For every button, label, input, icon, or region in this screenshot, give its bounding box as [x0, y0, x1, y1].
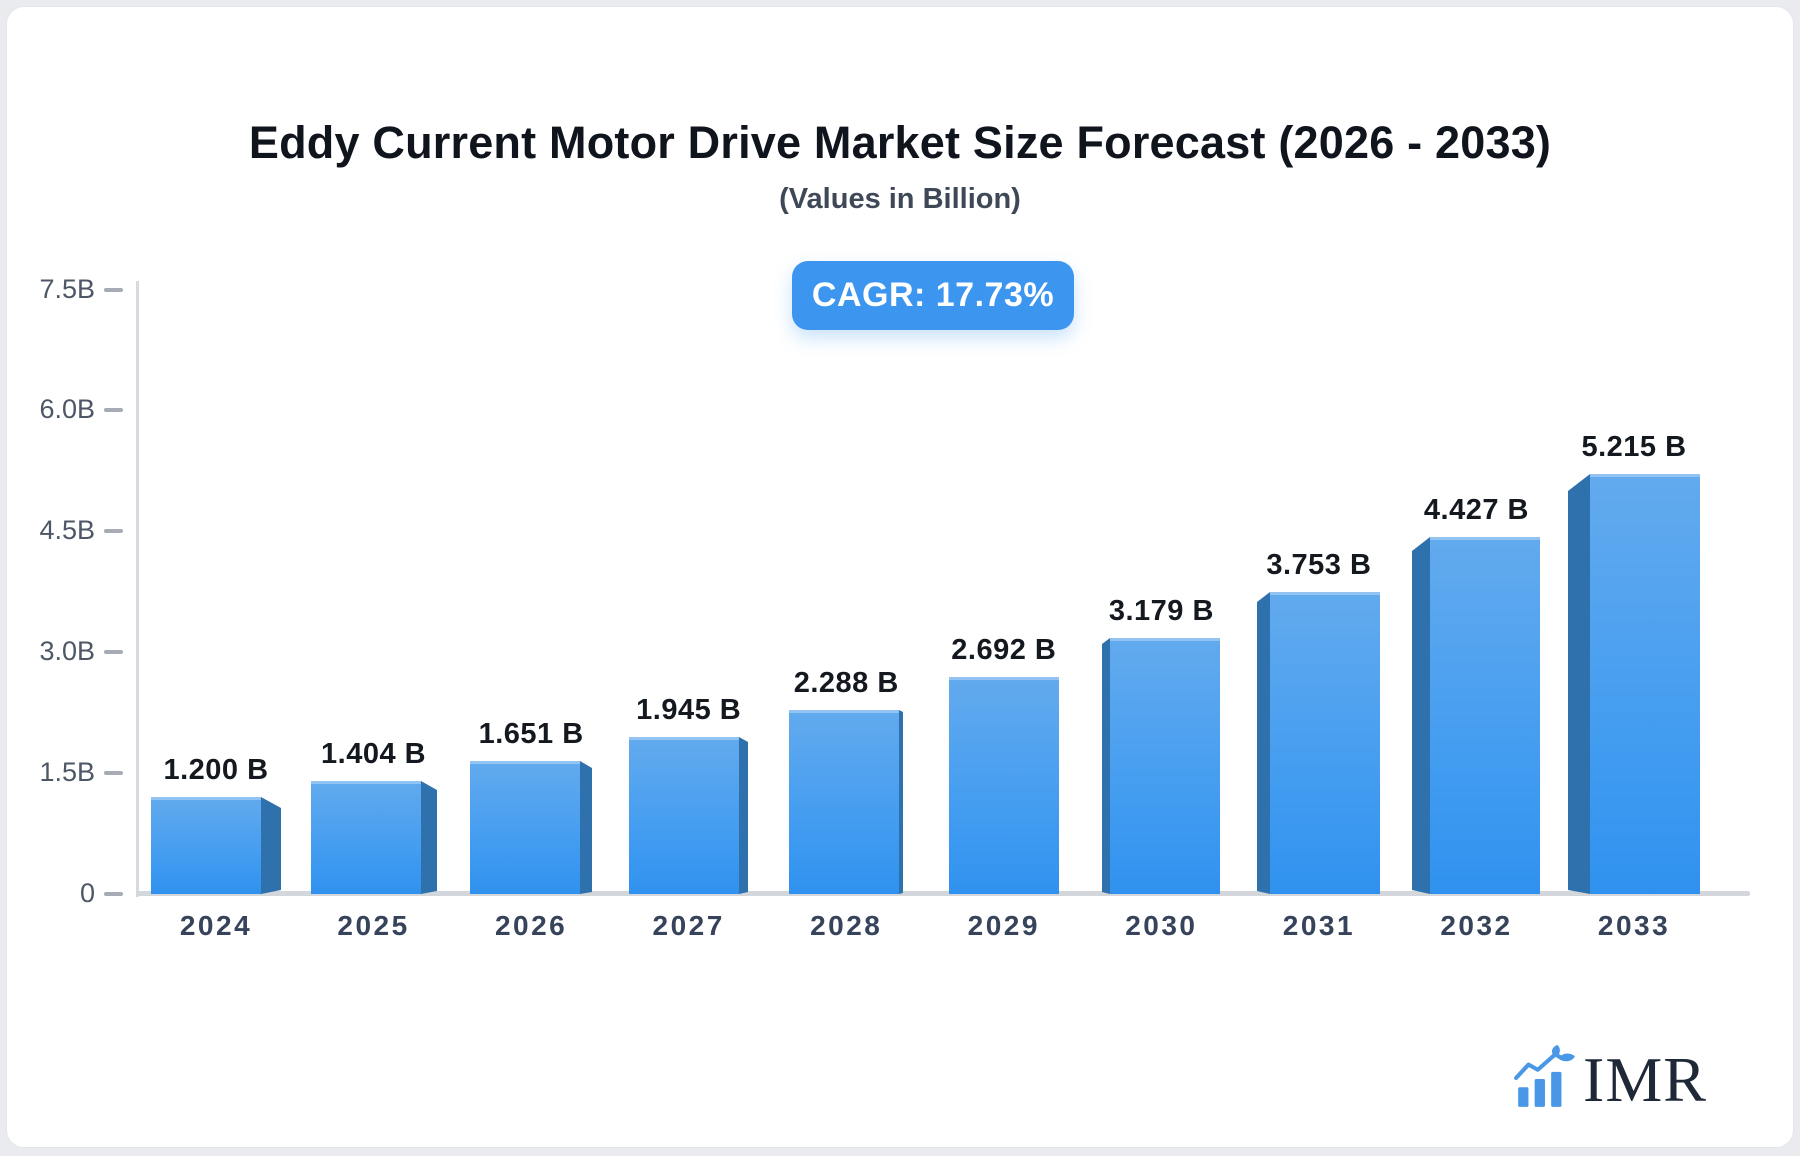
bar-value-label: 3.179 B	[1108, 595, 1214, 627]
y-axis-tick-label: 4.5B	[39, 515, 95, 546]
chart-subtitle: (Values in Billion)	[779, 183, 1021, 215]
y-axis-tick	[104, 529, 123, 534]
y-axis-tick-label: 1.5B	[39, 757, 95, 788]
bar-value-label: 3.753 B	[1266, 549, 1372, 581]
chart-card: Eddy Current Motor Drive Market Size For…	[6, 6, 1794, 1148]
bar-value-label: 1.651 B	[478, 718, 584, 750]
x-axis-category-label: 2028	[810, 910, 883, 941]
x-axis-category-label: 2029	[967, 910, 1040, 941]
x-axis-category-label: 2027	[652, 910, 725, 941]
bar-face	[1110, 638, 1220, 894]
y-axis-tick-label: 7.5B	[39, 273, 95, 304]
bar-group	[1412, 537, 1540, 894]
bar-face	[470, 761, 580, 894]
bar-value-label: 1.945 B	[636, 694, 742, 726]
bar-value-label: 5.215 B	[1581, 431, 1687, 463]
bar-side-3d	[739, 737, 748, 894]
x-axis-category-label: 2025	[337, 910, 410, 941]
bar-group	[629, 737, 748, 894]
bar-side-3d	[421, 781, 437, 894]
bar-face	[949, 677, 1059, 894]
bar-value-label: 2.288 B	[793, 667, 899, 699]
growth-chart-with-leaf-icon	[1514, 1045, 1575, 1107]
bar-group	[151, 797, 281, 894]
bar-face	[1590, 474, 1700, 894]
y-axis-tick	[104, 650, 123, 655]
bar-group	[1257, 592, 1380, 894]
chart-title: Eddy Current Motor Drive Market Size For…	[248, 117, 1552, 168]
bar-group	[311, 781, 437, 894]
bar-side-3d	[1412, 537, 1430, 894]
x-axis-category-label: 2024	[179, 910, 253, 941]
bar-value-label: 4.427 B	[1423, 494, 1530, 526]
y-axis-tick-label: 3.0B	[39, 636, 95, 667]
bar-group	[1102, 638, 1220, 894]
bar-face	[1270, 592, 1380, 894]
cagr-badge: CAGR: 17.73%	[792, 261, 1074, 330]
bar-side-3d	[580, 761, 592, 894]
x-axis-line	[136, 891, 1750, 896]
imr-logo: IMR	[1513, 1039, 1713, 1117]
bar-group	[949, 677, 1059, 894]
imr-logo-text: IMR	[1583, 1044, 1707, 1115]
y-axis-tick	[104, 408, 123, 413]
bar-group	[470, 761, 592, 894]
bar-side-3d	[261, 797, 281, 894]
bar-value-label: 2.692 B	[951, 634, 1057, 666]
bar-value-label: 1.404 B	[321, 738, 427, 770]
y-axis-tick	[104, 892, 123, 896]
x-axis-category-label: 2031	[1282, 910, 1356, 941]
cagr-badge-label: CAGR: 17.73%	[811, 276, 1055, 314]
bar-face	[1430, 537, 1540, 894]
y-axis-line	[136, 281, 139, 897]
y-axis-tick-label: 6.0B	[39, 394, 95, 425]
x-axis-category-label: 2032	[1440, 910, 1513, 941]
bar-side-3d	[1257, 592, 1270, 894]
bar-side-3d	[899, 710, 903, 894]
x-axis-category-label: 2033	[1597, 910, 1671, 941]
bar-side-3d	[1568, 474, 1590, 894]
bar-value-label: 1.200 B	[163, 754, 269, 786]
y-axis-tick	[104, 771, 123, 776]
bar-side-3d	[1102, 638, 1110, 894]
bar-face	[311, 781, 421, 894]
x-axis-category-label: 2030	[1125, 910, 1198, 941]
x-axis-category-label: 2026	[494, 910, 568, 941]
bar-group	[789, 710, 903, 894]
bar-face	[151, 797, 261, 894]
bar-face	[629, 737, 739, 894]
y-axis-tick	[104, 287, 123, 292]
y-axis-tick-label: 0	[79, 878, 95, 908]
bar-face	[789, 710, 899, 894]
bar-group	[1568, 474, 1700, 894]
